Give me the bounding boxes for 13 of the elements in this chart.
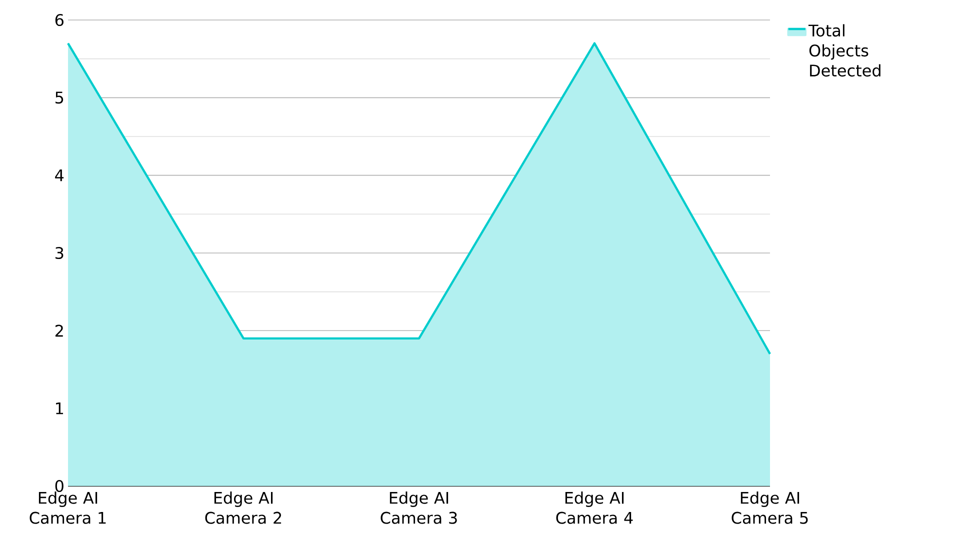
x-tick-label: Edge AI Camera 1 bbox=[30, 492, 106, 524]
y-tick-label: 1 bbox=[56, 402, 63, 414]
x-tick-label: Edge AI Camera 5 bbox=[732, 492, 808, 524]
y-tick-label: 6 bbox=[55, 14, 64, 26]
y-tick-label: 4 bbox=[55, 169, 64, 182]
y-tick-label: 5 bbox=[56, 92, 64, 104]
y-tick-label: 3 bbox=[56, 246, 64, 260]
x-tick-label: Edge AI Camera 2 bbox=[205, 492, 282, 524]
legend-label: Total Objects Detected bbox=[808, 24, 880, 77]
y-tick-label: 2 bbox=[55, 324, 63, 337]
y-tick-label: 0 bbox=[55, 480, 64, 492]
x-tick-label: Edge AI Camera 3 bbox=[380, 492, 457, 524]
x-tick-label: Edge AI Camera 4 bbox=[556, 492, 633, 524]
